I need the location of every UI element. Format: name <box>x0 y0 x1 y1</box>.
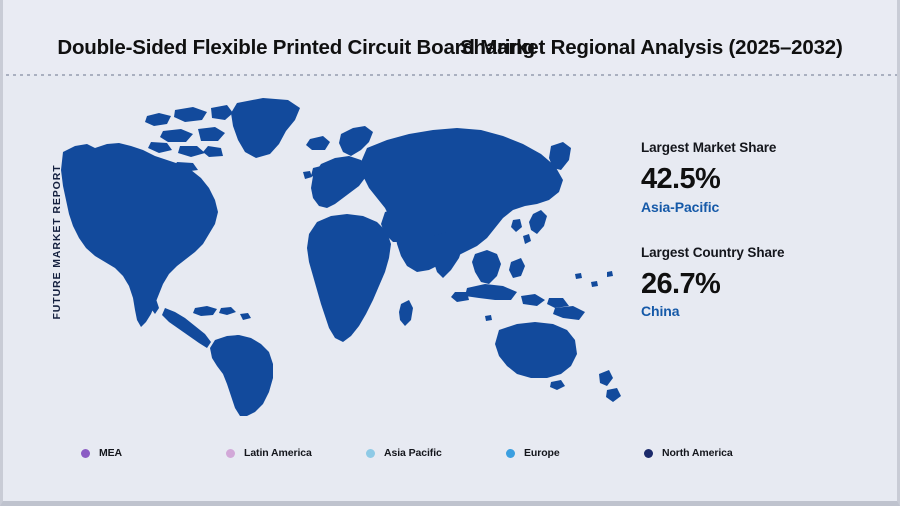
page-title: Double-Sided Flexible Printed Circuit Bo… <box>57 36 843 59</box>
landmass-north-america <box>61 143 218 327</box>
landmass-japan <box>523 210 547 244</box>
landmass-tasmania <box>550 380 565 390</box>
landmass-scandinavia <box>339 126 373 156</box>
landmass-madagascar <box>399 300 413 326</box>
legend-dot-icon <box>644 448 653 458</box>
legend-item-north-america: North America <box>644 447 733 459</box>
legend-label: MEA <box>99 447 123 459</box>
legend-dot-icon <box>226 448 235 458</box>
world-map-svg <box>61 98 621 416</box>
legend-label: Europe <box>524 447 560 459</box>
stat-label: Largest Country Share <box>641 244 785 260</box>
stat-block-largest-market-share: Largest Market Share 42.5% Asia-Pacific <box>641 140 891 215</box>
landmass-india <box>431 232 463 278</box>
stat-label: Largest Market Share <box>641 140 777 155</box>
map-landmasses <box>61 98 621 416</box>
stat-value: 42.5% <box>641 163 721 195</box>
landmass-korea <box>511 219 522 232</box>
landmass-asia <box>361 128 563 272</box>
legend-item-asia-pacific: Asia Pacific <box>366 447 506 459</box>
title-band: Double-Sided Flexible Printed Circuit Bo… <box>3 0 897 74</box>
legend-item-latin-america: Latin America <box>226 447 366 459</box>
landmass-arctic-islands <box>145 105 233 172</box>
page-title-overlap-word: Sharing <box>460 36 535 59</box>
landmass-iceland <box>306 136 330 150</box>
landmass-british-isles <box>303 166 325 179</box>
legend-item-mea: MEA <box>81 447 226 459</box>
landmass-greenland <box>231 98 300 158</box>
stat-region: China <box>641 303 680 320</box>
legend-dot-icon <box>506 448 515 458</box>
landmass-europe <box>311 156 367 208</box>
world-map <box>55 86 630 416</box>
landmass-indonesia <box>451 284 569 308</box>
stats-panel: Largest Market Share 42.5% Asia-Pacific … <box>641 140 891 349</box>
map-legend: MEA Latin America Asia Pacific Europe No… <box>81 447 801 459</box>
landmass-central-america <box>162 308 211 348</box>
legend-dot-icon <box>366 448 375 458</box>
stat-region: Asia-Pacific <box>641 198 720 215</box>
landmass-baja <box>143 282 159 314</box>
legend-label: Latin America <box>244 447 312 459</box>
header-divider <box>6 74 897 76</box>
stat-value: 26.7% <box>641 267 721 300</box>
landmass-philippines <box>509 258 525 278</box>
legend-label: North America <box>662 447 733 459</box>
landmass-south-america <box>210 335 273 416</box>
legend-dot-icon <box>81 448 90 458</box>
landmass-australia <box>495 322 577 378</box>
legend-label: Asia Pacific <box>384 447 442 459</box>
landmass-caribbean <box>193 306 251 320</box>
landmass-papua-new-guinea <box>553 306 585 320</box>
legend-item-europe: Europe <box>506 447 644 459</box>
landmass-southeast-asia <box>472 250 501 284</box>
landmass-kamchatka <box>549 142 571 170</box>
stat-block-largest-country-share: Largest Country Share 26.7% China <box>641 245 891 320</box>
landmass-new-zealand <box>599 370 621 402</box>
landmass-africa <box>307 214 391 342</box>
